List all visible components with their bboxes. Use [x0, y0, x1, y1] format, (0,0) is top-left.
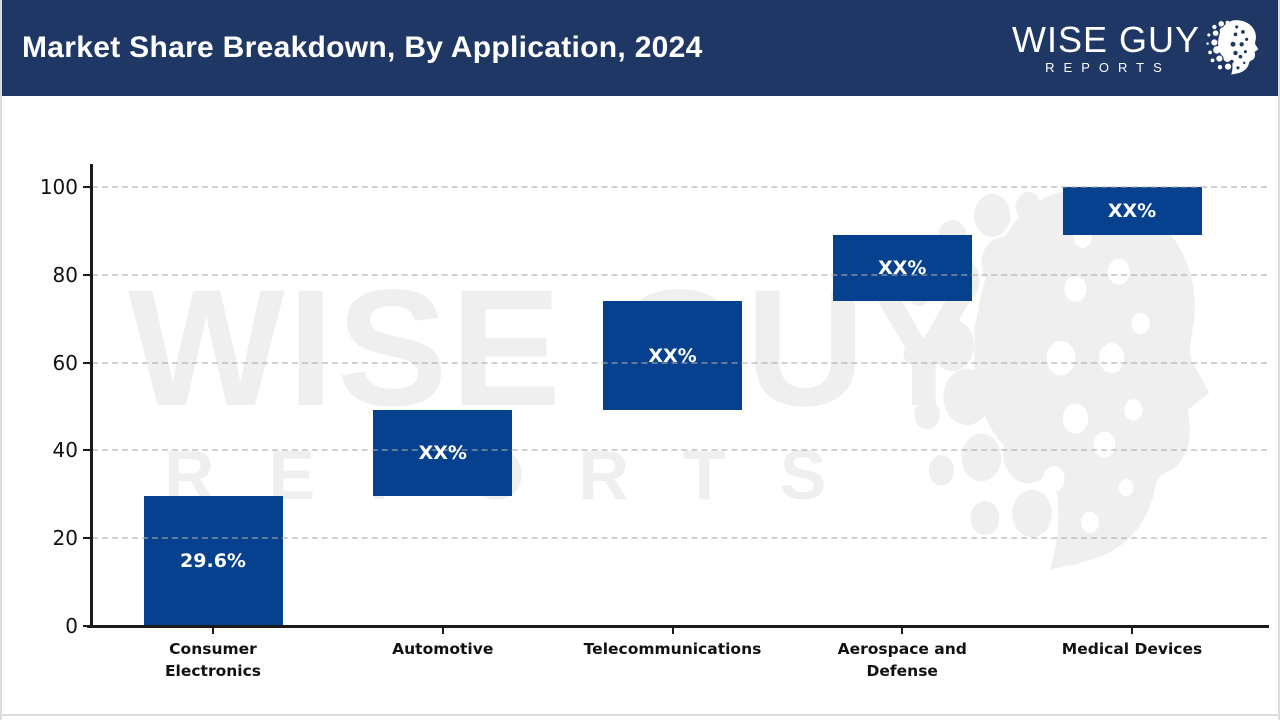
category-label-consumer-electronics: Consumer Electronics — [164, 640, 262, 680]
category-label-medical-devices: Medical Devices — [1061, 640, 1203, 658]
wiseguy-head-icon — [1206, 20, 1259, 75]
category-label-aerospace-and-defense: Aerospace and Defense — [837, 640, 967, 680]
page-title: Market Share Breakdown, By Application, … — [22, 31, 703, 64]
bar-automotive — [373, 410, 513, 497]
bar-value-label-aerospace-and-defense: XX% — [878, 257, 927, 280]
y-tick-label-60: 60 — [52, 350, 78, 375]
gridline-60 — [92, 361, 1267, 364]
brand-wordmark: WISE GUY REPORTS — [1011, 19, 1200, 75]
bottom-divider — [2, 714, 1278, 716]
x-axis-spine — [87, 625, 1269, 628]
x-tick-mark-automotive — [441, 626, 444, 634]
brand-logo: WISE GUY REPORTS — [1012, 0, 1264, 96]
y-tick-label-80: 80 — [52, 262, 78, 287]
y-tick-mark-80 — [83, 273, 92, 276]
brand-name-text: WISE GUY — [1011, 19, 1200, 60]
bar-value-label-automotive: XX% — [418, 442, 467, 465]
y-tick-mark-40 — [83, 449, 92, 452]
y-tick-label-0: 0 — [65, 614, 78, 638]
y-tick-mark-100 — [83, 186, 92, 188]
bar-value-label-telecommunications: XX% — [648, 344, 697, 367]
y-tick-label-40: 40 — [52, 438, 78, 463]
y-tick-mark-60 — [83, 361, 92, 364]
y-axis-spine — [90, 164, 93, 628]
y-tick-label-100: 100 — [39, 175, 78, 199]
gridline-20 — [92, 537, 1267, 540]
gridline-40 — [92, 449, 1267, 452]
report-header: Market Share Breakdown, By Application, … — [2, 0, 1278, 96]
bar-medical-devices — [1062, 187, 1202, 236]
bar-telecommunications — [603, 301, 742, 410]
bar-aerospace-and-defense — [832, 235, 972, 302]
gridline-80 — [92, 273, 1267, 276]
y-tick-label-20: 20 — [52, 526, 78, 551]
y-tick-mark-20 — [83, 537, 92, 540]
gridline-100 — [92, 186, 1267, 188]
brand-subname-text: REPORTS — [1045, 60, 1171, 75]
category-label-automotive: Automotive — [392, 640, 494, 658]
x-tick-mark-telecommunications — [671, 626, 674, 634]
bar-value-label-consumer-electronics: 29.6% — [180, 550, 246, 573]
bar-consumer-electronics — [143, 496, 283, 626]
category-label-telecommunications: Telecommunications — [583, 640, 762, 658]
x-tick-mark-consumer-electronics — [212, 626, 214, 634]
bar-value-label-medical-devices: XX% — [1107, 200, 1157, 223]
x-tick-mark-aerospace-and-defense — [901, 626, 904, 634]
x-tick-mark-medical-devices — [1131, 626, 1133, 634]
